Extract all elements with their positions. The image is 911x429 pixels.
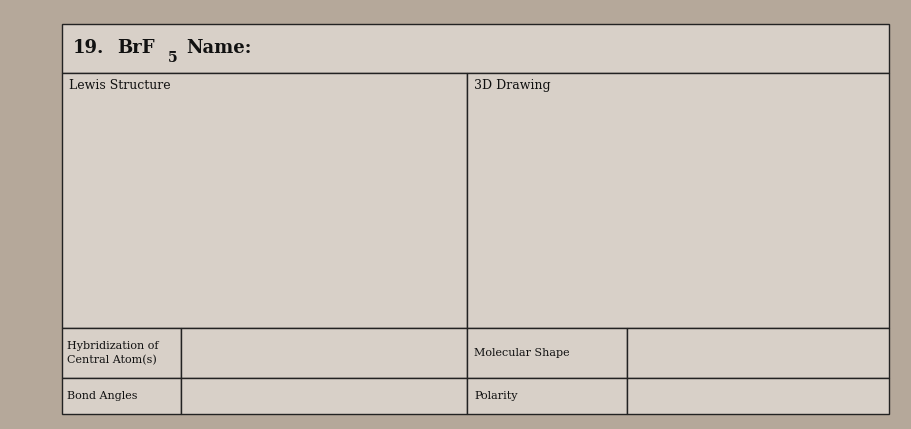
Bar — [627, 328, 888, 378]
Text: 3D Drawing: 3D Drawing — [474, 79, 550, 92]
Bar — [466, 73, 888, 328]
Bar — [466, 328, 627, 378]
Text: Molecular Shape: Molecular Shape — [474, 348, 569, 358]
Bar — [62, 24, 888, 73]
Text: 5: 5 — [168, 51, 178, 65]
Text: Polarity: Polarity — [474, 391, 517, 401]
Text: Lewis Structure: Lewis Structure — [69, 79, 170, 92]
Text: Bond Angles: Bond Angles — [67, 391, 138, 401]
Bar — [466, 378, 627, 414]
Bar — [62, 378, 180, 414]
Bar — [62, 73, 466, 328]
Text: 19.: 19. — [73, 39, 104, 57]
Bar — [180, 378, 466, 414]
Bar — [62, 328, 180, 378]
Bar — [180, 328, 466, 378]
Text: BrF: BrF — [117, 39, 154, 57]
Text: Hybridization of
Central Atom(s): Hybridization of Central Atom(s) — [67, 341, 159, 365]
Text: Name:: Name: — [186, 39, 251, 57]
Bar — [627, 378, 888, 414]
